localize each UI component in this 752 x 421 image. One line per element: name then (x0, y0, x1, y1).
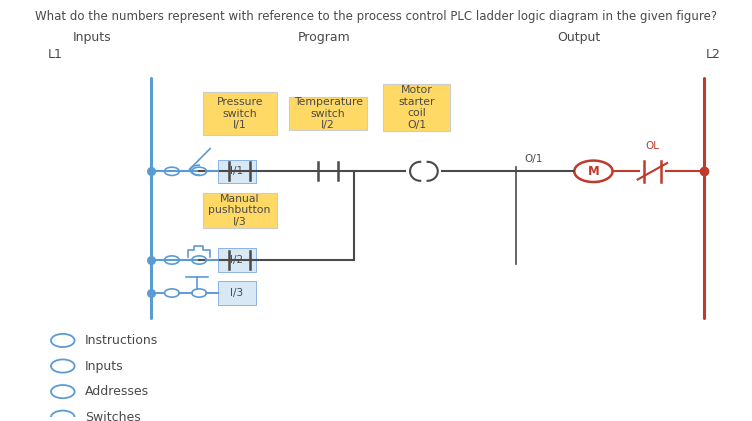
Text: I/2: I/2 (230, 255, 244, 265)
Text: I/3: I/3 (230, 288, 244, 298)
Text: Motor
starter
coil
O/1: Motor starter coil O/1 (399, 85, 435, 130)
FancyBboxPatch shape (384, 84, 450, 131)
Text: OL: OL (645, 141, 660, 151)
FancyBboxPatch shape (203, 193, 277, 228)
FancyBboxPatch shape (217, 282, 256, 304)
Text: What do the numbers represent with reference to the process control PLC ladder l: What do the numbers represent with refer… (35, 11, 717, 24)
Text: Switches: Switches (85, 411, 141, 421)
Text: Inputs: Inputs (73, 31, 111, 44)
FancyBboxPatch shape (217, 248, 256, 272)
Text: Pressure
switch
I/1: Pressure switch I/1 (217, 97, 263, 130)
FancyBboxPatch shape (290, 97, 367, 130)
Text: Addresses: Addresses (85, 385, 149, 398)
Text: L1: L1 (48, 48, 63, 61)
Text: Inputs: Inputs (85, 360, 123, 373)
Text: I/1: I/1 (230, 166, 244, 176)
Text: L2: L2 (706, 48, 721, 61)
Text: Temperature
switch
I/2: Temperature switch I/2 (293, 97, 362, 130)
Text: Output: Output (557, 31, 600, 44)
Text: Instructions: Instructions (85, 334, 158, 347)
FancyBboxPatch shape (217, 160, 256, 183)
Text: M: M (587, 165, 599, 178)
Text: Program: Program (298, 31, 350, 44)
Text: Manual
pushbutton
I/3: Manual pushbutton I/3 (208, 194, 271, 227)
Text: O/1: O/1 (525, 154, 543, 164)
FancyBboxPatch shape (203, 92, 277, 135)
